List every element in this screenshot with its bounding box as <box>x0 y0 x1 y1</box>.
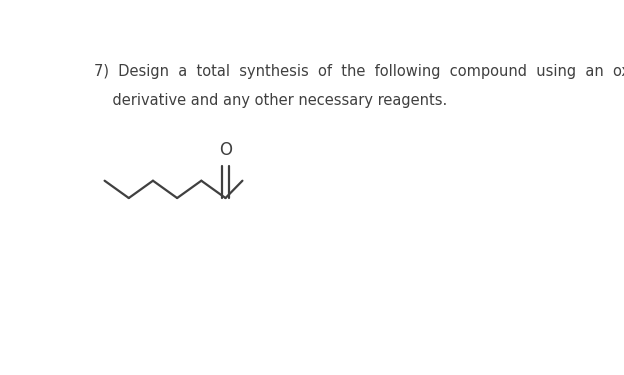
Text: O: O <box>219 141 232 159</box>
Text: derivative and any other necessary reagents.: derivative and any other necessary reage… <box>94 93 447 108</box>
Text: 7)  Design  a  total  synthesis  of  the  following  compound  using  an  oxacyc: 7) Design a total synthesis of the follo… <box>94 64 624 79</box>
